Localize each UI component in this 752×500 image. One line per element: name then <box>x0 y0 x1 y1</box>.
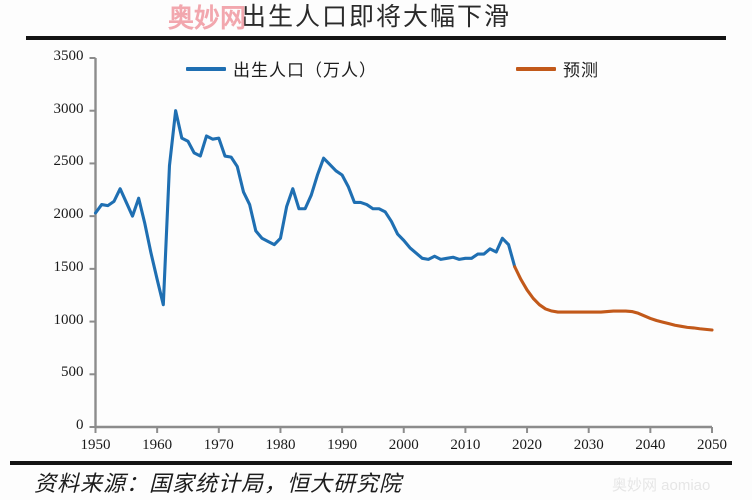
source-note: 资料来源：国家统计局，恒大研究院 <box>34 471 403 496</box>
x-tick-label: 1960 <box>142 437 173 453</box>
divider-top <box>26 36 726 40</box>
y-tick-label: 0 <box>76 417 84 433</box>
y-tick-label: 500 <box>61 364 84 381</box>
y-tick-label: 1500 <box>53 258 84 275</box>
divider-bottom <box>10 461 732 465</box>
x-tick-label: 2000 <box>388 437 419 453</box>
x-tick-label: 2020 <box>512 437 543 453</box>
plot-area: 3500 3000 2500 2000 1500 1000 500 0 1950 1960 197… <box>0 40 752 460</box>
y-tick-label: 3000 <box>53 100 84 117</box>
watermark-bottom: 奥妙网 aomiao <box>612 477 711 494</box>
y-tick-label: 2500 <box>53 153 84 170</box>
y-tick-label: 2000 <box>53 206 84 223</box>
y-tick-label: 1000 <box>53 311 84 328</box>
y-tick-label: 3500 <box>53 48 84 64</box>
series-line-births <box>93 109 517 307</box>
x-axis-ticks <box>94 427 713 433</box>
chart-svg <box>89 57 714 433</box>
x-tick-label: 1980 <box>265 437 296 453</box>
x-tick-label: 1990 <box>327 437 358 453</box>
x-tick-label: 2050 <box>697 437 727 453</box>
x-tick-label: 1950 <box>80 437 111 453</box>
x-tick-label: 1970 <box>203 437 234 453</box>
x-tick-label: 2040 <box>635 437 666 453</box>
x-tick-label: 2010 <box>450 437 481 453</box>
series-line-forecast <box>513 265 714 332</box>
page-title: 出生人口即将大幅下滑 <box>240 4 511 31</box>
title-band: 出生人口即将大幅下滑 奥妙网 <box>0 0 752 35</box>
x-tick-label: 2030 <box>573 437 604 453</box>
